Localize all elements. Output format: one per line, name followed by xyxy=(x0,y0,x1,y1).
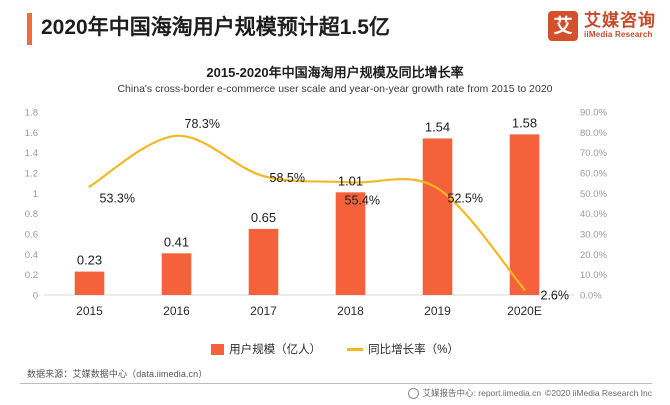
chart-legend: 用户规模（亿人） 同比增长率（%） xyxy=(0,341,670,357)
line-value-label: 58.5% xyxy=(270,171,305,185)
category-label: 2015 xyxy=(76,304,103,318)
growth-rate-line[interactable] xyxy=(88,134,526,291)
left-axis-tick: 1.2 xyxy=(25,169,38,180)
line-value-labels: 53.3% 78.3% 58.5% 55.4% 52.5% 2.6% xyxy=(100,117,570,303)
line-value-label: 53.3% xyxy=(100,192,135,206)
bar-value-label: 0.23 xyxy=(77,253,102,268)
right-axis-tick: 50.0% xyxy=(580,189,607,200)
right-axis-tick: 10.0% xyxy=(580,270,607,281)
combo-chart: 0 0.2 0.4 0.6 0.8 1 1.2 1.4 1.6 1.8 0.0% 10.0% 20.0… xyxy=(0,104,670,319)
bar-value-labels: 0.23 0.41 0.65 1.01 1.54 1.58 xyxy=(77,115,537,267)
category-label: 2020E xyxy=(507,304,542,318)
bar[interactable] xyxy=(335,192,366,295)
brand-name-en: iiMedia Research xyxy=(584,30,653,39)
right-axis-tick: 80.0% xyxy=(580,128,607,139)
category-label: 2019 xyxy=(424,304,451,318)
legend-bar-label: 用户规模（亿人） xyxy=(229,344,322,356)
right-axis-tick: 0.0% xyxy=(580,291,602,302)
category-label: 2018 xyxy=(337,304,364,318)
page-title: 2020年中国海淘用户规模预计超1.5亿 xyxy=(41,16,390,39)
right-axis-tick: 60.0% xyxy=(580,169,607,180)
footer-report-center: 艾媒报告中心: report.iimedia.cn xyxy=(422,388,542,398)
title-accent-bar xyxy=(27,13,32,45)
line-series xyxy=(88,134,526,291)
line-value-label: 2.6% xyxy=(541,289,570,303)
bar[interactable] xyxy=(74,271,105,295)
report-center-icon xyxy=(407,387,419,399)
right-axis-tick: 40.0% xyxy=(580,209,607,220)
left-axis-tick: 0.2 xyxy=(25,270,38,281)
left-axis-tick: 0.4 xyxy=(25,250,38,261)
brand-name-cn: 艾媒咨询 xyxy=(584,11,656,30)
chart-title: 2015-2020年中国海淘用户规模及同比增长率 xyxy=(206,65,464,80)
left-axis-tick: 1.8 xyxy=(25,108,38,119)
legend-line-label: 同比增长率（%） xyxy=(368,344,459,356)
left-axis-tick: 0.8 xyxy=(25,209,38,220)
legend-item-line[interactable]: 同比增长率（%） xyxy=(347,341,459,357)
left-axis: 0 0.2 0.4 0.6 0.8 1 1.2 1.4 1.6 1.8 xyxy=(25,108,38,302)
bar-value-label: 1.58 xyxy=(512,115,537,130)
brand-mark-icon: 艾 xyxy=(548,11,578,41)
footer-data-source: 数据来源：艾媒数据中心（data.iimedia.cn） xyxy=(27,369,208,379)
left-axis-tick: 1.4 xyxy=(25,148,38,159)
bar-series xyxy=(74,134,540,295)
line-value-label: 78.3% xyxy=(185,117,220,131)
page-header: 2020年中国海淘用户规模预计超1.5亿 艾 艾媒咨询 iiMedia Rese… xyxy=(0,0,670,56)
legend-line-swatch-icon xyxy=(347,347,364,351)
brand-logo: 艾 艾媒咨询 iiMedia Research xyxy=(548,11,656,41)
right-axis-tick: 90.0% xyxy=(580,108,607,119)
brand-text: 艾媒咨询 iiMedia Research xyxy=(584,12,656,40)
left-axis-tick: 0.6 xyxy=(25,230,38,241)
bar[interactable] xyxy=(248,228,279,295)
left-axis-tick: 0 xyxy=(33,291,38,302)
bar-value-label: 1.01 xyxy=(338,173,363,188)
footer-report-info: 艾媒报告中心: report.iimedia.cn ©2020 iiMedia … xyxy=(407,387,652,399)
bar[interactable] xyxy=(422,138,453,295)
category-label: 2017 xyxy=(250,304,277,318)
right-axis-tick: 70.0% xyxy=(580,148,607,159)
bar-value-label: 1.54 xyxy=(425,119,450,134)
right-axis-tick: 30.0% xyxy=(580,230,607,241)
footer-copyright: ©2020 iiMedia Research Inc xyxy=(545,388,652,398)
category-axis-labels: 2015 2016 2017 2018 2019 2020E xyxy=(76,304,542,318)
left-axis-tick: 1 xyxy=(33,189,38,200)
legend-item-bar[interactable]: 用户规模（亿人） xyxy=(211,341,321,357)
line-value-label: 52.5% xyxy=(448,191,483,205)
footer-divider xyxy=(20,383,652,384)
right-axis-tick: 20.0% xyxy=(580,250,607,261)
right-axis: 0.0% 10.0% 20.0% 30.0% 40.0% 50.0% 60.0% 70.0% 8… xyxy=(580,108,607,302)
line-value-label: 55.4% xyxy=(345,193,380,207)
chart-subtitle: China's cross-border e-commerce user sca… xyxy=(117,83,553,95)
bar-value-label: 0.41 xyxy=(164,234,189,249)
legend-bar-swatch-icon xyxy=(211,343,225,355)
bar[interactable] xyxy=(509,134,540,295)
left-axis-tick: 1.6 xyxy=(25,128,38,139)
bar[interactable] xyxy=(161,253,192,295)
bar-value-label: 0.65 xyxy=(251,210,276,225)
category-label: 2016 xyxy=(163,304,190,318)
chart-canvas: 0 0.2 0.4 0.6 0.8 1 1.2 1.4 1.6 1.8 0.0% 10.0% 20.0… xyxy=(25,108,608,319)
